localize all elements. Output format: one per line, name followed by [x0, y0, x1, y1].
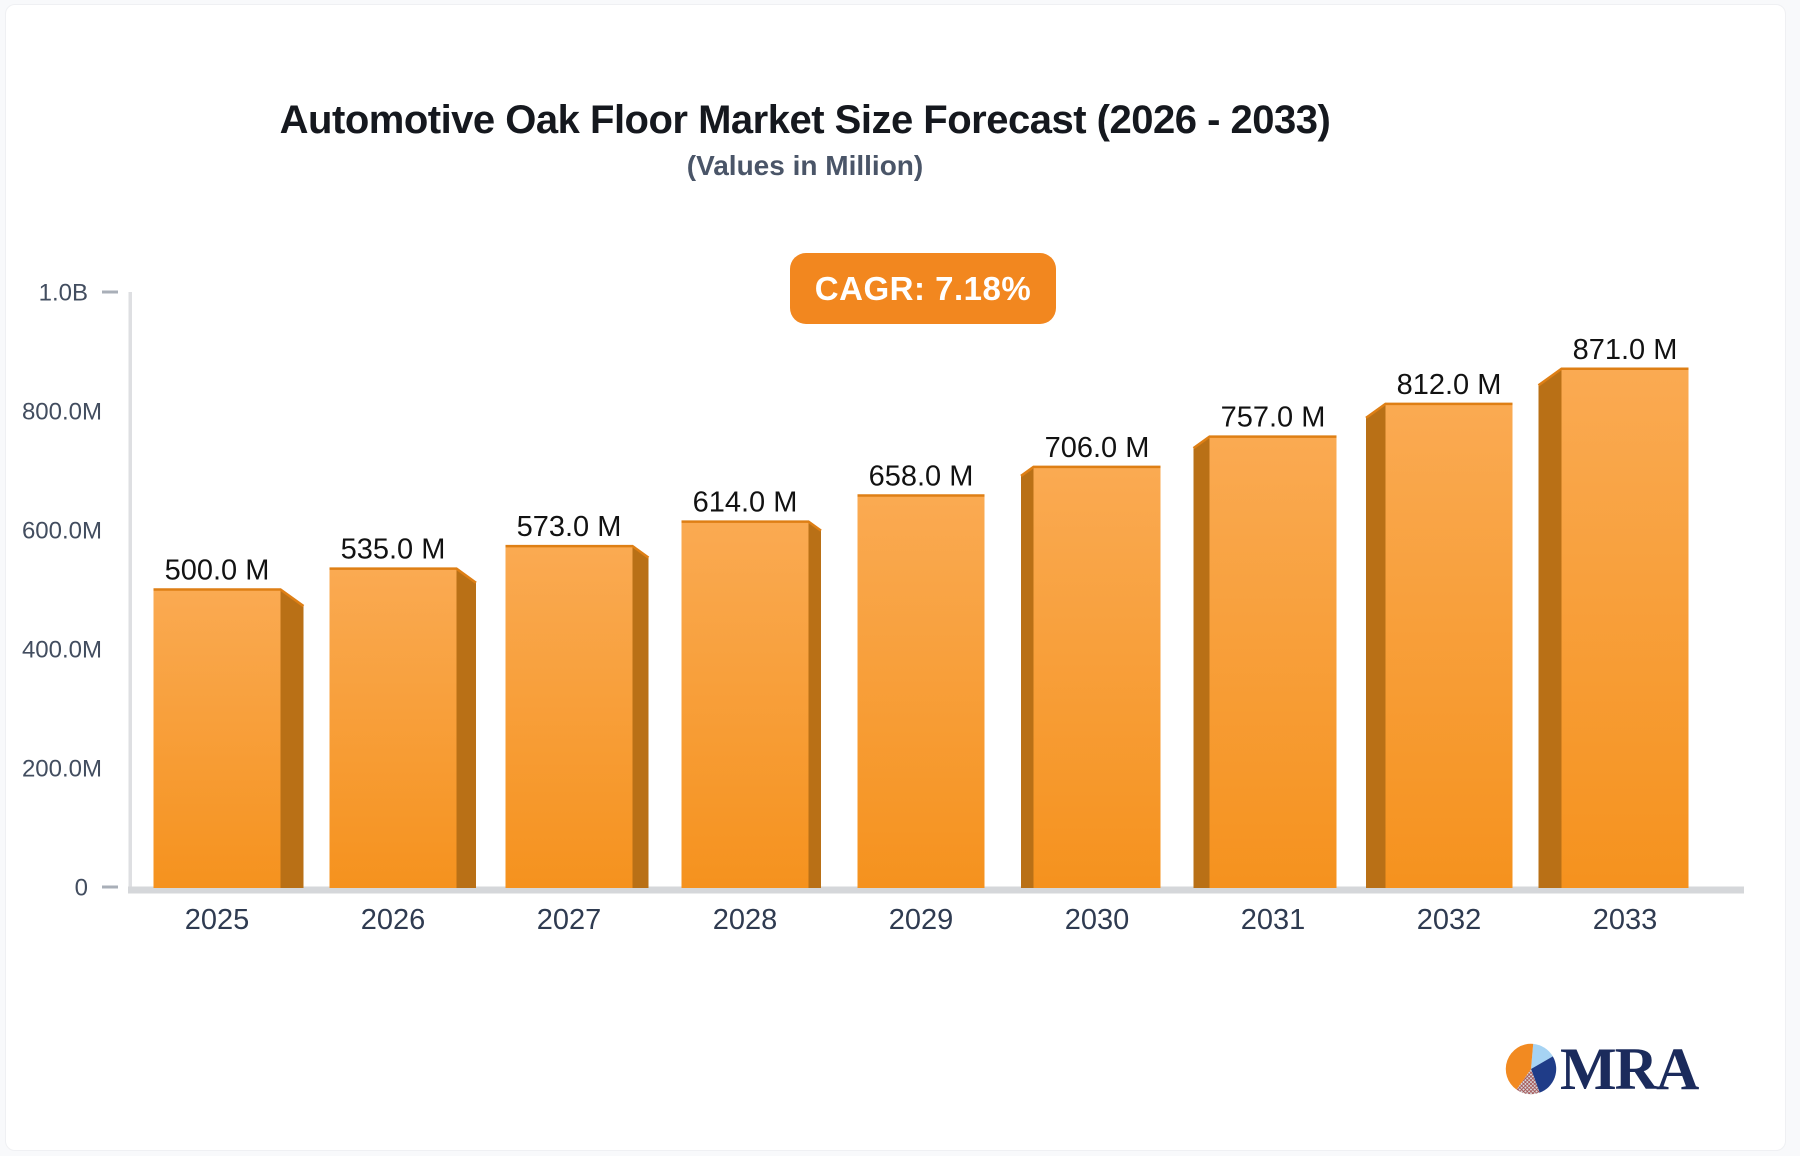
- bar-top-edge: [329, 567, 477, 584]
- bar-side: [1021, 466, 1034, 888]
- bar-top-edge: [153, 588, 305, 608]
- mra-logo-pie-icon: [1505, 1043, 1557, 1095]
- page-title: Automotive Oak Floor Market Size Forecas…: [279, 98, 1331, 142]
- bar-value-label: 706.0 M: [1045, 432, 1150, 464]
- bar-2030: [1033, 466, 1161, 888]
- bar-top-edge: [1365, 402, 1513, 419]
- chart-header: Automotive Oak Floor Market Size Forecas…: [0, 96, 1610, 183]
- bar-top-edge: [1537, 367, 1689, 387]
- x-axis-label: 2026: [361, 904, 426, 936]
- bar-side: [1538, 368, 1562, 888]
- bar-2032: [1385, 403, 1513, 888]
- bar-value-label: 871.0 M: [1573, 334, 1678, 366]
- y-axis-line: [128, 292, 132, 894]
- x-axis-label: 2031: [1241, 904, 1306, 936]
- x-axis-label: 2032: [1417, 904, 1482, 936]
- mra-logo: MRA: [1503, 1036, 1699, 1102]
- bar-value-label: 573.0 M: [517, 511, 622, 543]
- bar-value-label: 535.0 M: [341, 534, 446, 566]
- y-axis-tick: [102, 290, 118, 294]
- x-axis-label: 2027: [537, 904, 602, 936]
- bar-2026: [329, 568, 457, 888]
- cagr-badge: CAGR: 7.18%: [790, 253, 1056, 324]
- bar-side: [632, 546, 649, 888]
- bar-2033: [1561, 368, 1689, 888]
- bar-value-label: 812.0 M: [1397, 369, 1502, 401]
- y-axis-label: 400.0M: [22, 637, 102, 664]
- bar-2031: [1209, 436, 1337, 888]
- y-axis-label: 800.0M: [22, 399, 102, 426]
- y-axis-tick: [102, 885, 118, 889]
- bar-2027: [505, 546, 633, 888]
- cagr-badge-label: CAGR: 7.18%: [814, 269, 1032, 307]
- y-axis-label: 600.0M: [22, 518, 102, 545]
- bar-2028: [681, 521, 809, 888]
- bar-value-label: 614.0 M: [693, 487, 798, 519]
- bar-value-label: 658.0 M: [869, 460, 974, 492]
- x-axis-label: 2025: [185, 904, 250, 936]
- bar-side: [456, 568, 476, 888]
- x-axis-line: [128, 886, 1744, 894]
- y-axis-label: 0: [75, 875, 88, 902]
- bar-2029: [857, 495, 985, 888]
- x-axis-label: 2029: [889, 904, 954, 936]
- y-axis-label: 200.0M: [22, 756, 102, 783]
- bar-side: [1193, 436, 1210, 888]
- page-subtitle: (Values in Million): [686, 150, 924, 181]
- bar-top-edge: [1192, 435, 1337, 450]
- x-axis-label: 2033: [1593, 904, 1658, 936]
- mra-logo-text: MRA: [1560, 1036, 1699, 1102]
- x-axis-label: 2028: [713, 904, 778, 936]
- bar-top-edge: [505, 544, 650, 559]
- bar-2025: [153, 589, 281, 888]
- bar-value-label: 757.0 M: [1221, 402, 1326, 434]
- y-axis-label: 1.0B: [39, 280, 88, 307]
- bar-top-edge: [681, 520, 822, 532]
- bar-side: [808, 521, 821, 888]
- bar-side: [1366, 403, 1386, 888]
- bar-side: [280, 589, 304, 888]
- bar-value-label: 500.0 M: [165, 555, 270, 587]
- x-axis-label: 2030: [1065, 904, 1130, 936]
- bar-top-edge: [1020, 465, 1161, 477]
